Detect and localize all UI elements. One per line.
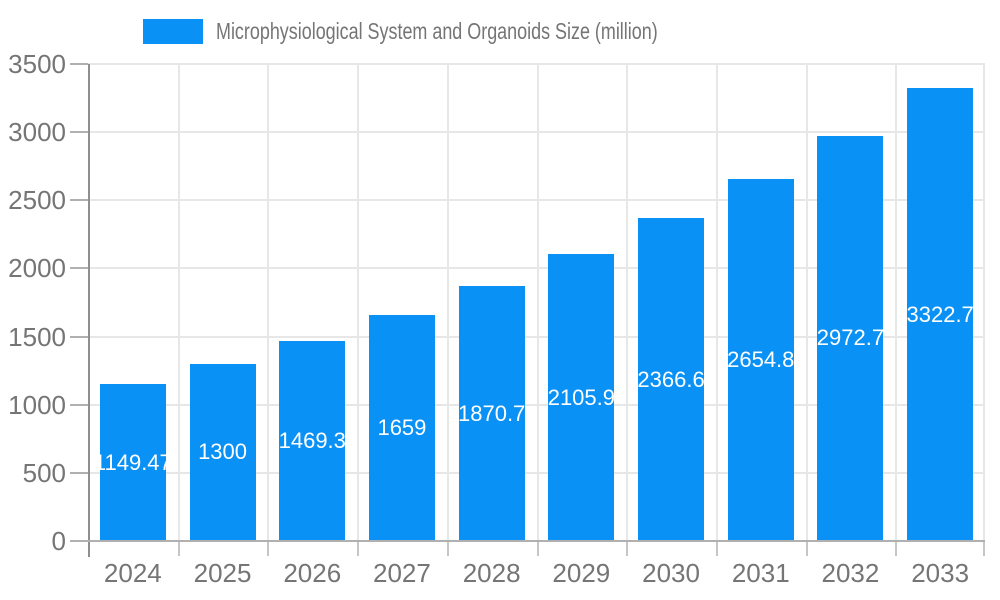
v-gridline [536, 64, 539, 541]
bar-value-label: 2654.8 [727, 347, 794, 373]
y-axis-tick-label: 1000 [8, 389, 66, 420]
x-tick-mark [983, 541, 985, 556]
y-axis-tick-label: 2500 [8, 185, 66, 216]
y-axis-tick-label: 500 [22, 457, 66, 488]
y-tick-mark [70, 471, 88, 474]
x-axis-tick-label: 2026 [283, 558, 342, 588]
bar[interactable]: 1870.7 [458, 286, 525, 541]
x-tick-mark [895, 541, 898, 556]
bar[interactable]: 2654.8 [727, 179, 794, 541]
v-gridline [446, 64, 449, 541]
x-axis-line [70, 540, 985, 542]
x-axis-tick-label: 2033 [911, 558, 970, 588]
x-tick-mark [626, 541, 629, 556]
v-gridline [177, 64, 180, 541]
x-axis-tick-label: 2032 [821, 558, 880, 588]
x-axis-tick-label: 2029 [552, 558, 611, 588]
x-tick-mark [267, 541, 270, 556]
v-gridline [357, 64, 360, 541]
bar-value-label: 3322.7 [907, 301, 974, 327]
x-axis-tick-label: 2030 [642, 558, 700, 588]
bar[interactable]: 3322.7 [907, 88, 974, 541]
y-tick-mark [70, 267, 88, 270]
bar[interactable]: 1659 [368, 314, 435, 541]
x-tick-mark [805, 541, 808, 556]
y-axis-tick-label: 2000 [8, 253, 66, 284]
x-tick-mark [357, 541, 360, 556]
bar-value-label: 2105.9 [548, 384, 615, 410]
v-gridline [805, 64, 808, 541]
v-gridline [895, 64, 898, 541]
x-axis-tick-label: 2031 [731, 558, 790, 588]
legend-label: Microphysiological System and Organoids … [216, 18, 658, 44]
y-tick-mark [70, 63, 88, 65]
x-axis-tick-label: 2028 [462, 558, 521, 588]
x-tick-mark [536, 541, 539, 556]
y-tick-mark [70, 335, 88, 338]
x-tick-mark [715, 541, 718, 556]
bar-value-label: 1469.3 [279, 427, 346, 453]
bar-value-label: 2972.7 [817, 325, 884, 351]
y-axis-labels: 0 500 1000 1500 2000 2500 3000 3500 [0, 0, 66, 600]
bar-value-label: 1659 [377, 414, 427, 440]
bar[interactable]: 2366.6 [638, 218, 705, 541]
y-tick-mark [70, 131, 88, 134]
v-gridline [626, 64, 629, 541]
x-axis-tick-label: 2027 [373, 558, 431, 588]
v-gridline [715, 64, 718, 541]
x-tick-mark [446, 541, 449, 556]
legend[interactable]: Microphysiological System and Organoids … [143, 18, 782, 45]
bar-value-label: 1300 [198, 439, 248, 465]
bar[interactable]: 1149.47 [99, 384, 166, 541]
bar[interactable]: 2105.9 [548, 254, 615, 541]
bar-value-label: 2366.6 [638, 366, 705, 392]
y-tick-mark [70, 199, 88, 202]
x-tick-mark [177, 541, 180, 556]
bar[interactable]: 1469.3 [279, 340, 346, 541]
plot-area: 1149.47 1300 1469.3 1659 1870.7 2105.9 2366.6 2… [70, 63, 985, 557]
bar-value-label: 1149.47 [100, 449, 166, 475]
bar[interactable]: 2972.7 [817, 135, 884, 541]
y-tick-mark [70, 403, 88, 406]
y-axis-line [88, 64, 90, 557]
y-axis-tick-label: 3500 [8, 49, 66, 79]
bar-value-label: 1870.7 [458, 400, 525, 426]
bar[interactable]: 1300 [189, 363, 256, 541]
v-gridline [983, 64, 985, 541]
legend-swatch-icon [143, 19, 203, 44]
x-axis-tick-label: 2024 [103, 558, 162, 588]
x-axis-tick-label: 2025 [193, 558, 252, 588]
v-gridline [267, 64, 270, 541]
y-axis-tick-label: 1500 [8, 321, 66, 352]
y-axis-tick-label: 3000 [8, 117, 66, 148]
y-axis-tick-label: 0 [51, 526, 66, 556]
